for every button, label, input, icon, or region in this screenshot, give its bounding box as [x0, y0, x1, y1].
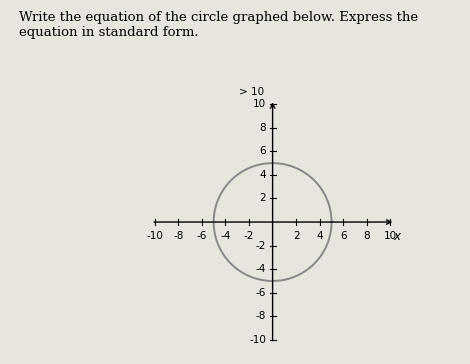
Text: 2: 2 — [293, 231, 299, 241]
Text: 10: 10 — [384, 231, 397, 241]
Text: -6: -6 — [256, 288, 266, 298]
Text: -6: -6 — [196, 231, 207, 241]
Text: -8: -8 — [256, 311, 266, 321]
Text: > 10: > 10 — [239, 87, 264, 97]
Text: -8: -8 — [173, 231, 183, 241]
Text: -2: -2 — [244, 231, 254, 241]
Text: 8: 8 — [364, 231, 370, 241]
Text: Write the equation of the circle graphed below. Express the equation in standard: Write the equation of the circle graphed… — [19, 11, 418, 39]
Text: x: x — [393, 230, 400, 243]
Text: 6: 6 — [259, 146, 266, 156]
Text: 8: 8 — [259, 123, 266, 133]
Text: 2: 2 — [259, 194, 266, 203]
Text: -10: -10 — [146, 231, 163, 241]
Text: 6: 6 — [340, 231, 347, 241]
Text: -4: -4 — [256, 264, 266, 274]
Text: 4: 4 — [316, 231, 323, 241]
Text: -10: -10 — [249, 335, 266, 345]
Text: 4: 4 — [259, 170, 266, 180]
Text: -4: -4 — [220, 231, 231, 241]
Text: 10: 10 — [253, 99, 266, 109]
Text: -2: -2 — [256, 241, 266, 250]
